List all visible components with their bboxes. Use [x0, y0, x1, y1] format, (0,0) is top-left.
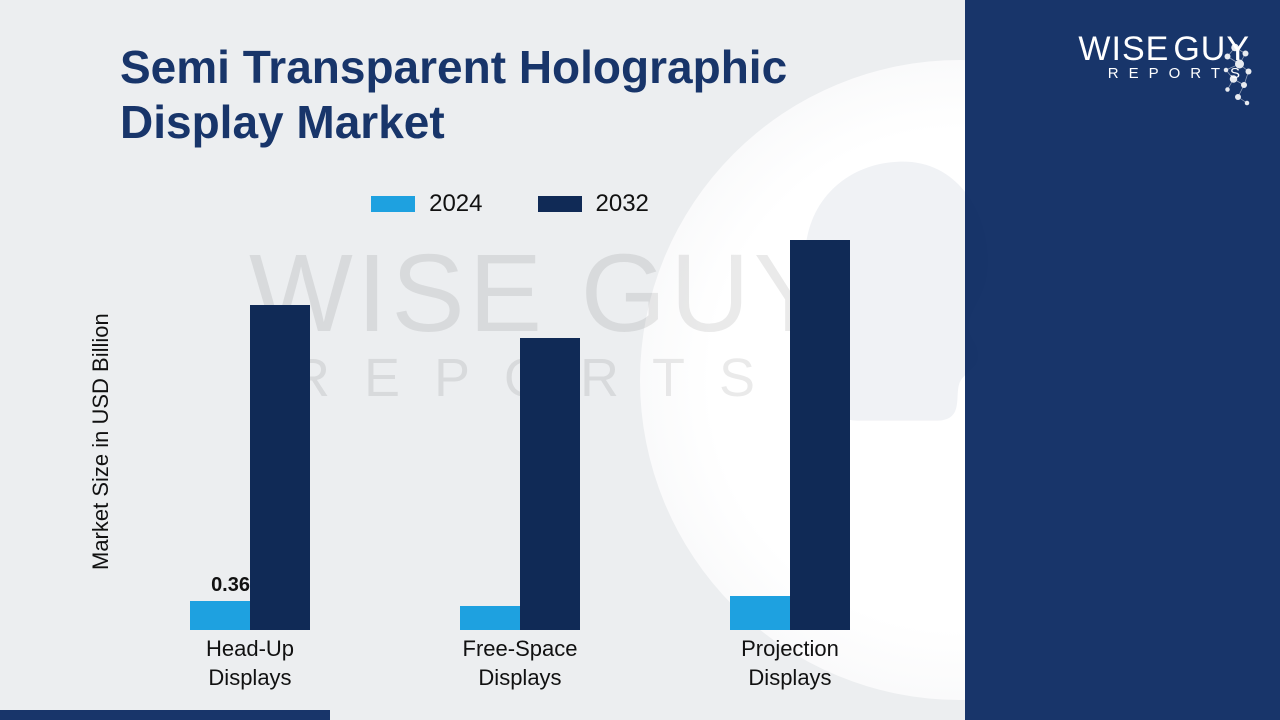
chart-legend: 2024 2032 — [70, 190, 950, 218]
logo-word-2: GUY — [1173, 30, 1250, 68]
legend-label-2024: 2024 — [429, 190, 482, 218]
bar-chart: Market Size in USD Billion 2024 2032 0.36… — [70, 190, 950, 700]
plot-area: 0.36 — [130, 240, 930, 630]
chart-canvas: WISE GUY REPORTS Semi Transparent Hologr… — [0, 0, 1280, 720]
legend-item-2024: 2024 — [371, 190, 482, 218]
brand-logo: WISEGUY REPORTS — [1078, 30, 1250, 82]
bar-2-2024 — [730, 596, 790, 630]
bottom-accent-bar — [0, 710, 330, 720]
bar-0-2032 — [250, 305, 310, 630]
bar-0-2024 — [190, 601, 250, 630]
legend-item-2032: 2032 — [538, 190, 649, 218]
logo-word-1: WISE — [1078, 30, 1169, 68]
chart-title: Semi Transparent Holographic Display Mar… — [120, 40, 820, 150]
legend-label-2032: 2032 — [596, 190, 649, 218]
y-axis-label: Market Size in USD Billion — [88, 313, 114, 570]
category-label: Free-SpaceDisplays — [410, 635, 630, 692]
bar-1-2024 — [460, 606, 520, 630]
bar-1-2032 — [520, 338, 580, 631]
legend-swatch-2032 — [538, 196, 582, 212]
category-label: ProjectionDisplays — [680, 635, 900, 692]
bar-value-label: 0.36 — [150, 574, 250, 597]
legend-swatch-2024 — [371, 196, 415, 212]
category-label: Head-UpDisplays — [140, 635, 360, 692]
bar-2-2032 — [790, 240, 850, 630]
